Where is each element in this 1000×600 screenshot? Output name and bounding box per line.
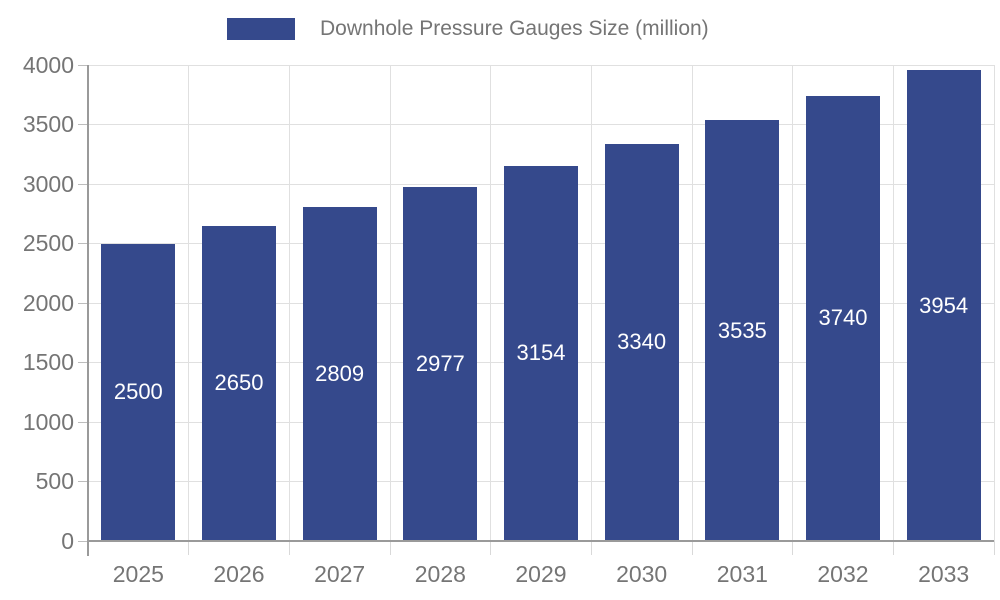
bar — [403, 186, 478, 541]
x-tick-label: 2031 — [716, 561, 768, 587]
x-tick-label: 2029 — [515, 561, 567, 587]
bar — [504, 165, 578, 541]
bar-value-label: 3154 — [516, 340, 566, 366]
x-axis-tick — [792, 541, 794, 555]
gridline-vertical — [288, 65, 290, 541]
bar — [101, 243, 176, 541]
y-tick-label: 0 — [61, 527, 74, 554]
bar — [302, 206, 377, 541]
bar-value-label: 3535 — [717, 317, 767, 343]
bar — [806, 95, 880, 541]
x-axis-tick — [389, 541, 391, 555]
x-axis-tick — [892, 541, 894, 555]
x-tick-label: 2025 — [112, 561, 164, 587]
bar-value-label: 3954 — [919, 292, 969, 318]
x-tick-label: 2030 — [616, 561, 668, 587]
gridline-vertical — [993, 65, 995, 541]
x-axis-line — [88, 540, 994, 542]
bar — [906, 70, 981, 541]
gridline-vertical — [892, 65, 894, 541]
y-tick-label: 2500 — [22, 230, 74, 256]
legend-label: Downhole Pressure Gauges Size (million) — [320, 17, 709, 40]
y-tick-label: 2000 — [22, 289, 74, 316]
y-axis-tick — [78, 362, 87, 363]
y-tick-label: 3500 — [22, 111, 74, 137]
bar — [202, 225, 276, 541]
legend-swatch-icon — [227, 18, 295, 40]
gridline-vertical — [389, 65, 391, 541]
bar-value-label: 3340 — [617, 329, 667, 355]
gridline-vertical — [188, 65, 190, 541]
y-axis-tick — [78, 421, 87, 423]
bar — [705, 120, 780, 541]
bar-value-label: 2650 — [214, 370, 264, 396]
y-axis-tick — [78, 540, 87, 542]
x-axis-tick — [188, 541, 190, 555]
bar-value-label: 2977 — [415, 350, 465, 376]
x-axis-tick — [691, 541, 693, 555]
y-axis-tick — [78, 243, 87, 244]
legend[interactable]: Downhole Pressure Gauges Size (million) — [227, 17, 709, 41]
bar-value-label: 2500 — [113, 379, 163, 405]
y-tick-label: 1000 — [22, 408, 74, 435]
y-axis-tick — [78, 183, 87, 185]
x-tick-label: 2027 — [314, 561, 366, 587]
plot-area: 2500 2650 2809 2977 3154 3340 3535 3740 3954 — [78, 64, 995, 556]
y-tick-label: 500 — [35, 468, 74, 494]
y-tick-label: 4000 — [22, 51, 74, 78]
gridline-horizontal — [88, 124, 994, 125]
x-tick-label: 2026 — [213, 561, 265, 587]
x-axis-tick — [993, 541, 995, 555]
y-axis-tick — [78, 64, 87, 66]
bar-value-label: 2809 — [315, 360, 365, 386]
gridline-horizontal — [88, 64, 994, 66]
gridline-vertical — [691, 65, 693, 541]
gridline-vertical — [792, 65, 794, 541]
y-axis-tick — [78, 124, 87, 125]
gridline-vertical — [590, 65, 592, 541]
x-tick-label: 2028 — [414, 561, 466, 587]
x-tick-label: 2033 — [918, 561, 970, 587]
y-axis-tick — [78, 302, 87, 304]
y-axis-tick — [78, 481, 87, 482]
x-axis-tick — [590, 541, 592, 555]
bar-value-label: 3740 — [818, 305, 868, 331]
x-axis-tick — [288, 541, 290, 555]
gridline-vertical — [490, 65, 492, 541]
x-axis-tick — [490, 541, 492, 555]
bar — [604, 143, 679, 541]
y-tick-label: 1500 — [22, 349, 74, 375]
y-axis-line — [87, 65, 89, 556]
x-tick-label: 2032 — [817, 561, 869, 587]
y-tick-label: 3000 — [22, 170, 74, 197]
